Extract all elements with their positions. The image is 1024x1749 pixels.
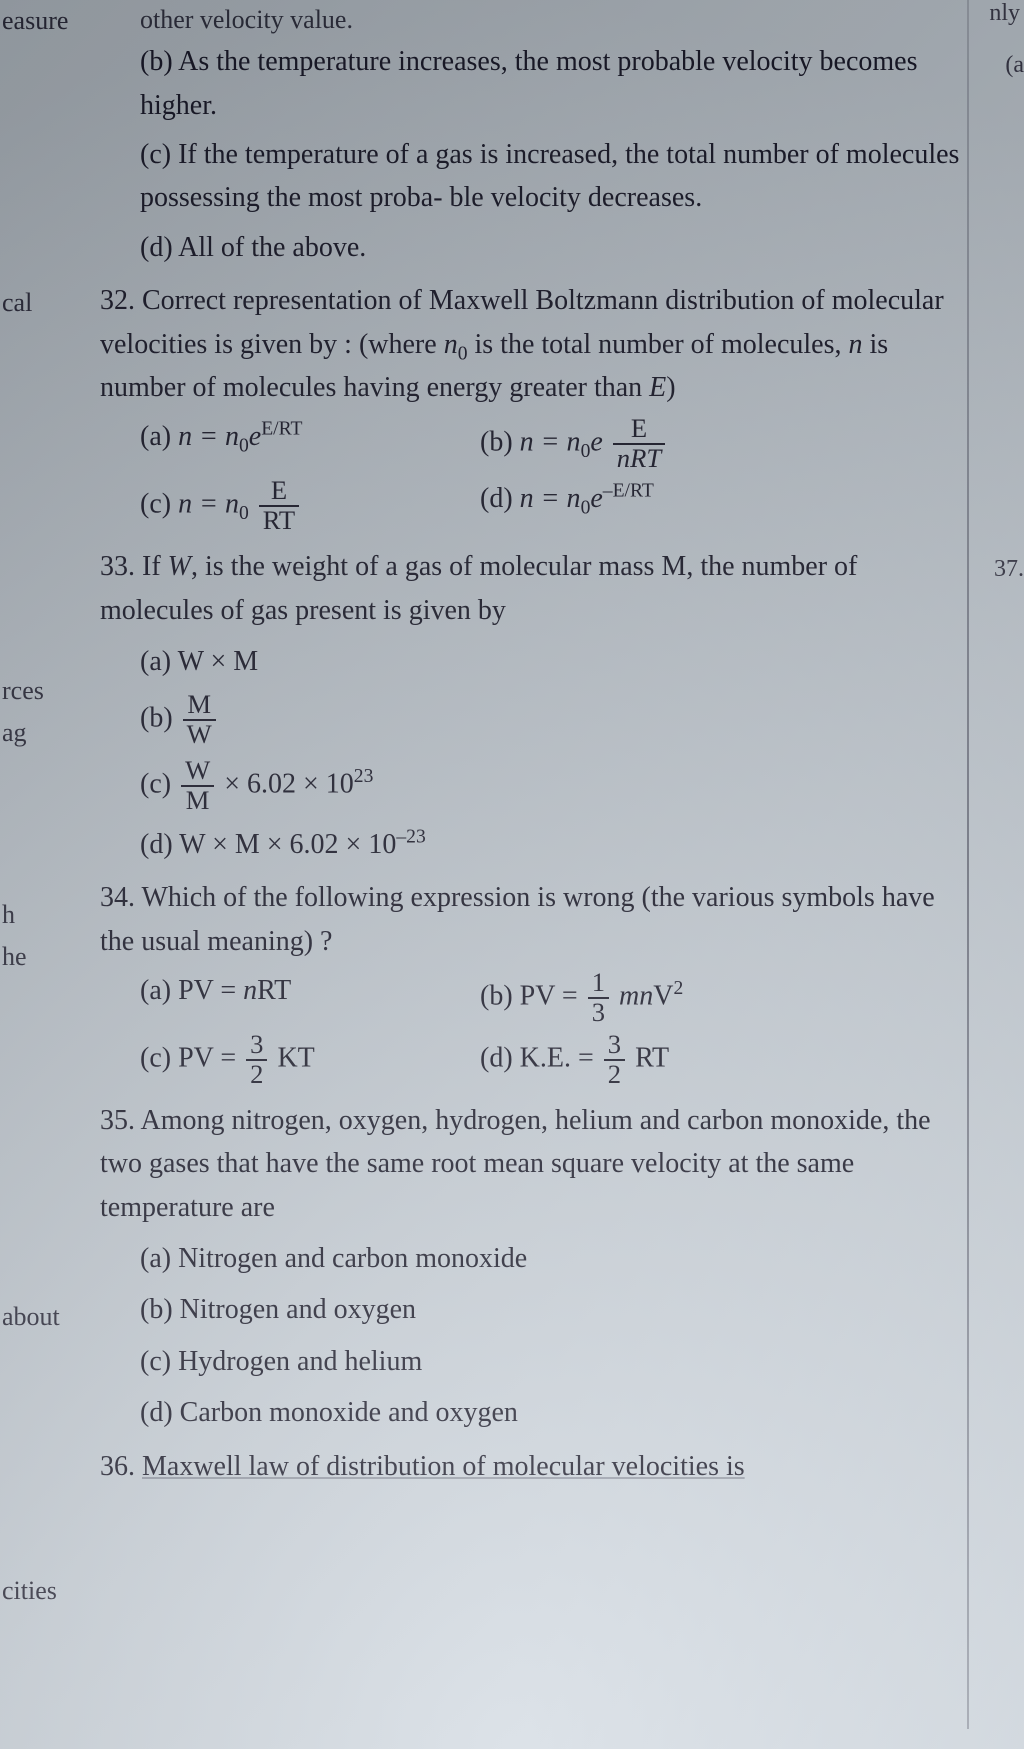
q36: 36. Maxwell law of distribution of molec… (100, 1445, 964, 1488)
q35-opt-c: (c) Hydrogen and helium (140, 1340, 964, 1383)
margin-word: h (2, 900, 15, 930)
q34-opt-a: (a) PV = nRT (140, 969, 440, 1027)
q35-opt-d: (d) Carbon monoxide and oxygen (140, 1391, 964, 1434)
q34-opt-b: (b) PV = 1 3 mnV2 (480, 969, 780, 1027)
main-content: other velocity value. (b) As the tempera… (100, 0, 964, 1488)
partial-top-line: other velocity value. (140, 0, 964, 40)
q33-opt-d: (d) W × M × 6.02 × 10–23 (140, 823, 964, 866)
q31-opt-d: (d) All of the above. (140, 226, 964, 269)
question-number: 32. (100, 285, 135, 316)
margin-word: nly (989, 0, 1020, 27)
q31-opt-b: (b) As the temperature increases, the mo… (140, 40, 964, 127)
margin-word: 37. (994, 556, 1024, 583)
q34-opt-d: (d) K.E. = 3 2 RT (480, 1031, 780, 1089)
fraction: W M (181, 757, 214, 815)
margin-word: he (2, 942, 27, 972)
q31-opt-c: (c) If the temperature of a gas is incre… (140, 133, 964, 220)
q34-opt-c: (c) PV = 3 2 KT (140, 1031, 440, 1089)
q32-row2: (c) n = n0 E RT (d) n = n0e–E/RT (140, 477, 964, 535)
q35-text: 35. Among nitrogen, oxygen, hydrogen, he… (100, 1099, 964, 1229)
q35: 35. Among nitrogen, oxygen, hydrogen, he… (100, 1099, 964, 1435)
question-number: 36. (100, 1451, 135, 1482)
q33-text: 33. If W, is the weight of a gas of mole… (100, 545, 964, 632)
margin-word: cities (2, 1576, 57, 1606)
margin-word: about (2, 1302, 60, 1332)
column-divider (967, 0, 969, 1729)
q34-row1: (a) PV = nRT (b) PV = 1 3 mnV2 (140, 969, 964, 1027)
margin-word: easure (2, 6, 68, 36)
margin-word: (a (1005, 52, 1024, 79)
q32-opt-c: (c) n = n0 E RT (140, 477, 440, 535)
fraction: E RT (259, 477, 299, 535)
q35-opt-b: (b) Nitrogen and oxygen (140, 1288, 964, 1331)
q32-opt-a: (a) n = n0eE/RT (140, 415, 440, 473)
q32-opt-b: (b) n = n0e E nRT (480, 415, 780, 473)
question-number: 35. (100, 1105, 135, 1136)
left-margin-fragments: easure cal rces ag h he about cities (0, 0, 90, 1749)
q32-text: 32. Correct representation of Maxwell Bo… (100, 279, 964, 409)
question-number: 33. (100, 551, 135, 582)
fraction: 3 2 (604, 1031, 625, 1089)
fraction: M W (183, 691, 216, 749)
q34-text: 34. Which of the following expression is… (100, 876, 964, 963)
fraction: 3 2 (246, 1031, 267, 1089)
q33-opt-b: (b) M W (140, 691, 964, 749)
q34-row2: (c) PV = 3 2 KT (d) K.E. = 3 2 RT (140, 1031, 964, 1089)
question-number: 34. (100, 882, 135, 913)
q33: 33. If W, is the weight of a gas of mole… (100, 545, 964, 866)
fraction: 1 3 (588, 969, 609, 1027)
q33-options: (a) W × M (b) M W (c) W M × 6.02 × 1023 … (140, 640, 964, 866)
q34: 34. Which of the following expression is… (100, 876, 964, 1088)
fraction: E nRT (613, 415, 665, 473)
margin-word: cal (2, 288, 32, 318)
margin-word: rces (2, 676, 44, 706)
right-margin-fragments: nly (a 37. (974, 0, 1024, 1749)
q33-opt-c: (c) W M × 6.02 × 1023 (140, 757, 964, 815)
q32-opt-d: (d) n = n0e–E/RT (480, 477, 780, 535)
q32: 32. Correct representation of Maxwell Bo… (100, 279, 964, 535)
q32-row1: (a) n = n0eE/RT (b) n = n0e E nRT (140, 415, 964, 473)
margin-word: ag (2, 718, 27, 748)
q35-opt-a: (a) Nitrogen and carbon monoxide (140, 1237, 964, 1280)
q35-options: (a) Nitrogen and carbon monoxide (b) Nit… (140, 1237, 964, 1435)
q33-opt-a: (a) W × M (140, 640, 964, 683)
